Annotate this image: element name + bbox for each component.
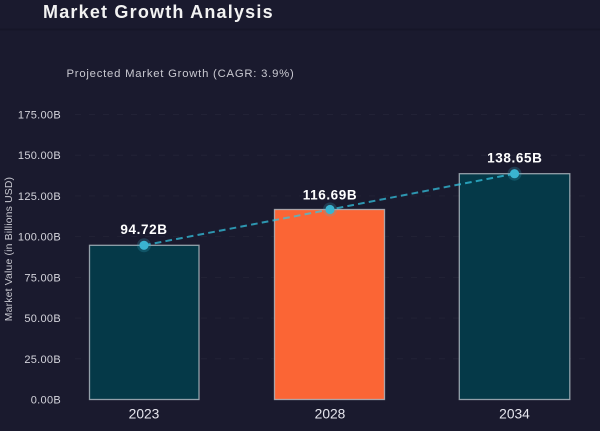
svg-text:Market Value (in Billions USD): Market Value (in Billions USD) — [4, 177, 15, 321]
svg-text:Market Growth Analysis: Market Growth Analysis — [43, 2, 274, 22]
svg-text:2023: 2023 — [129, 406, 160, 421]
svg-text:125.00B: 125.00B — [18, 191, 61, 203]
svg-text:116.69B: 116.69B — [303, 187, 358, 202]
svg-text:150.00B: 150.00B — [18, 150, 61, 162]
svg-text:100.00B: 100.00B — [18, 232, 61, 244]
svg-text:94.72B: 94.72B — [120, 222, 167, 237]
svg-text:138.65B: 138.65B — [487, 151, 542, 166]
svg-text:0.00B: 0.00B — [31, 395, 61, 407]
svg-text:175.00B: 175.00B — [18, 110, 61, 122]
svg-text:25.00B: 25.00B — [24, 354, 61, 366]
svg-text:2034: 2034 — [499, 406, 530, 421]
svg-text:2028: 2028 — [315, 406, 346, 421]
svg-text:Projected Market Growth (CAGR:: Projected Market Growth (CAGR: 3.9%) — [67, 68, 295, 80]
svg-text:75.00B: 75.00B — [24, 272, 61, 284]
svg-text:50.00B: 50.00B — [24, 313, 61, 325]
